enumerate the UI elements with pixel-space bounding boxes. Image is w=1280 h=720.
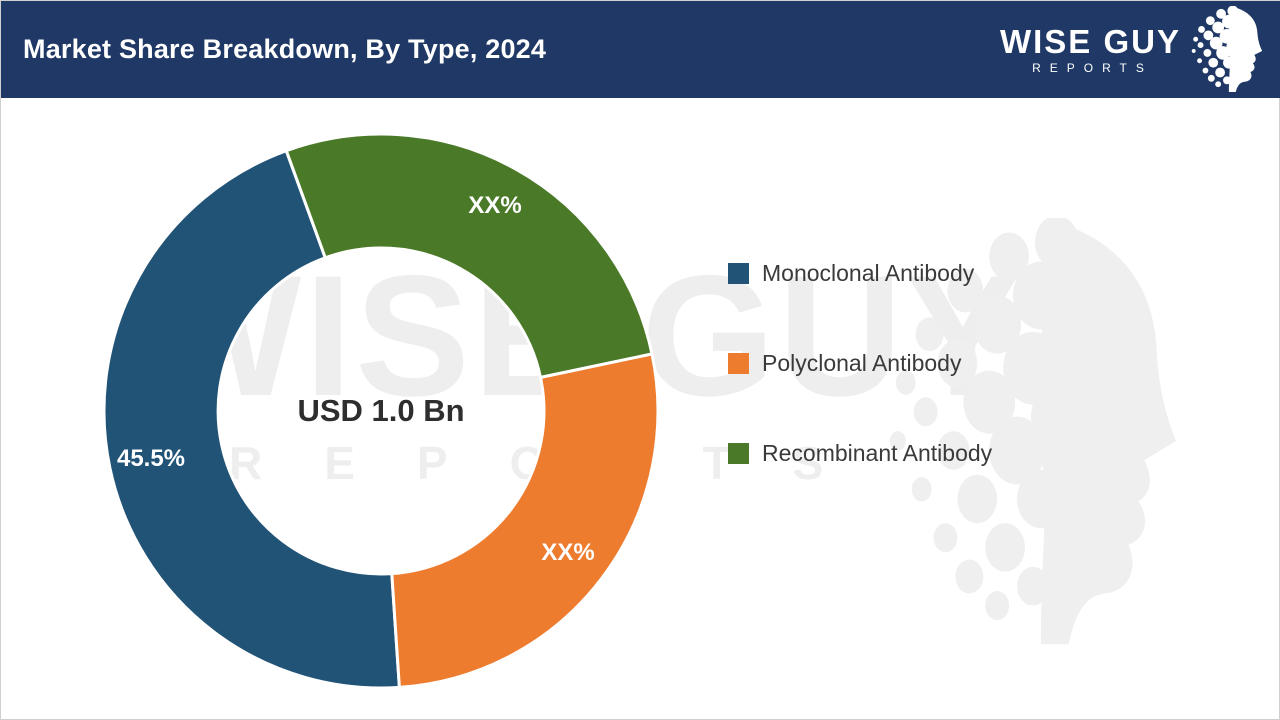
watermark-text-2: REPORTS — [229, 440, 885, 486]
legend-swatch-icon — [728, 262, 749, 284]
legend-item-1: Polyclonal Antibody — [728, 349, 992, 377]
legend-swatch-icon — [728, 442, 749, 464]
legend-item-2: Recombinant Antibody — [728, 439, 992, 467]
slice-label-0: 45.5% — [116, 445, 186, 472]
donut-segment-1 — [390, 352, 660, 689]
legend-label: Monoclonal Antibody — [762, 259, 975, 286]
legend-label: Recombinant Antibody — [762, 439, 993, 466]
brand-name: WISE GUY — [999, 23, 1181, 60]
slice-label-2: XX% — [468, 192, 522, 219]
page-title: Market Share Breakdown, By Type, 2024 — [23, 34, 547, 64]
header-bar: Market Share Breakdown, By Type, 2024 WI… — [1, 1, 1280, 98]
legend-label: Polyclonal Antibody — [762, 349, 962, 376]
legend-swatch-icon — [728, 352, 749, 374]
brand-face-icon — [1183, 6, 1267, 94]
chart-center-value: USD 1.0 Bn — [297, 393, 465, 428]
donut-chart — [102, 132, 660, 690]
legend-item-0: Monoclonal Antibody — [728, 259, 992, 287]
chart-area: WISE GUY REPORTS 45.5%XX%XX% USD 1.0 Bn … — [1, 98, 1280, 720]
brand-logo: WISE GUY REPORTS — [1000, 6, 1267, 94]
donut-segment-0 — [102, 149, 401, 690]
chart-legend: Monoclonal Antibody Polyclonal Antibody Re… — [728, 259, 992, 467]
brand-subname: REPORTS — [1032, 61, 1153, 75]
donut-segment-2 — [284, 132, 654, 379]
slice-label-1: XX% — [541, 539, 595, 566]
